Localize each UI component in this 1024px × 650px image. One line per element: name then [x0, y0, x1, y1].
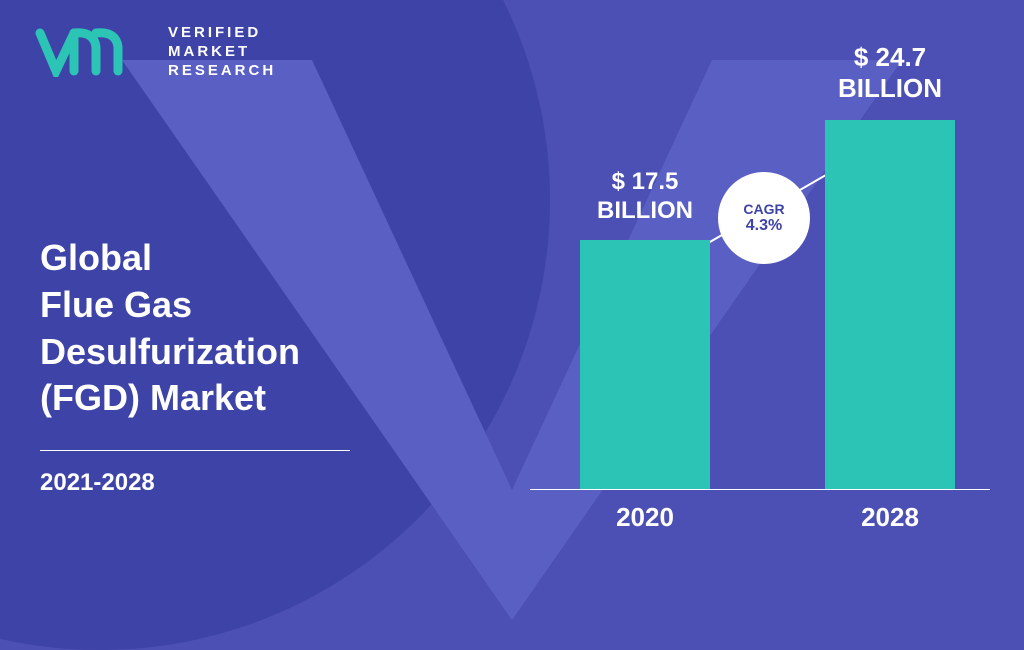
bar-2028-value: $ 24.7 BILLION — [805, 42, 975, 104]
bar-2028-value-line1: $ 24.7 — [805, 42, 975, 73]
brand-logo: VERIFIED MARKET RESEARCH — [34, 24, 276, 80]
logo-text: VERIFIED MARKET RESEARCH — [168, 24, 276, 80]
chart-baseline — [530, 489, 990, 490]
title-line4: (FGD) Market — [40, 375, 350, 422]
market-bar-chart: $ 17.5 BILLION 2020 $ 24.7 BILLION 2028 … — [530, 0, 1010, 576]
cagr-value: 4.3% — [746, 217, 782, 235]
title-line3: Desulfurization — [40, 329, 350, 376]
bar-2020-year: 2020 — [580, 502, 710, 533]
forecast-period: 2021-2028 — [40, 469, 350, 497]
cagr-label: CAGR — [743, 201, 784, 217]
page-title: Global Flue Gas Desulfurization (FGD) Ma… — [40, 235, 350, 422]
logo-mark-icon — [34, 27, 154, 77]
title-divider — [40, 450, 350, 451]
title-line1: Global — [40, 235, 350, 282]
title-block: Global Flue Gas Desulfurization (FGD) Ma… — [40, 235, 350, 497]
bar-2028-year: 2028 — [825, 502, 955, 533]
bar-2020-value-line2: BILLION — [560, 197, 730, 226]
bar-2020-value-line1: $ 17.5 — [560, 168, 730, 197]
bar-2028: $ 24.7 BILLION 2028 — [825, 120, 955, 490]
bar-2020-value: $ 17.5 BILLION — [560, 168, 730, 226]
bar-2028-value-line2: BILLION — [805, 73, 975, 104]
cagr-badge: CAGR 4.3% — [718, 172, 810, 264]
logo-line3: RESEARCH — [168, 62, 276, 81]
logo-line1: VERIFIED — [168, 24, 276, 43]
bar-2020: $ 17.5 BILLION 2020 — [580, 240, 710, 490]
title-line2: Flue Gas — [40, 282, 350, 329]
logo-line2: MARKET — [168, 43, 276, 62]
